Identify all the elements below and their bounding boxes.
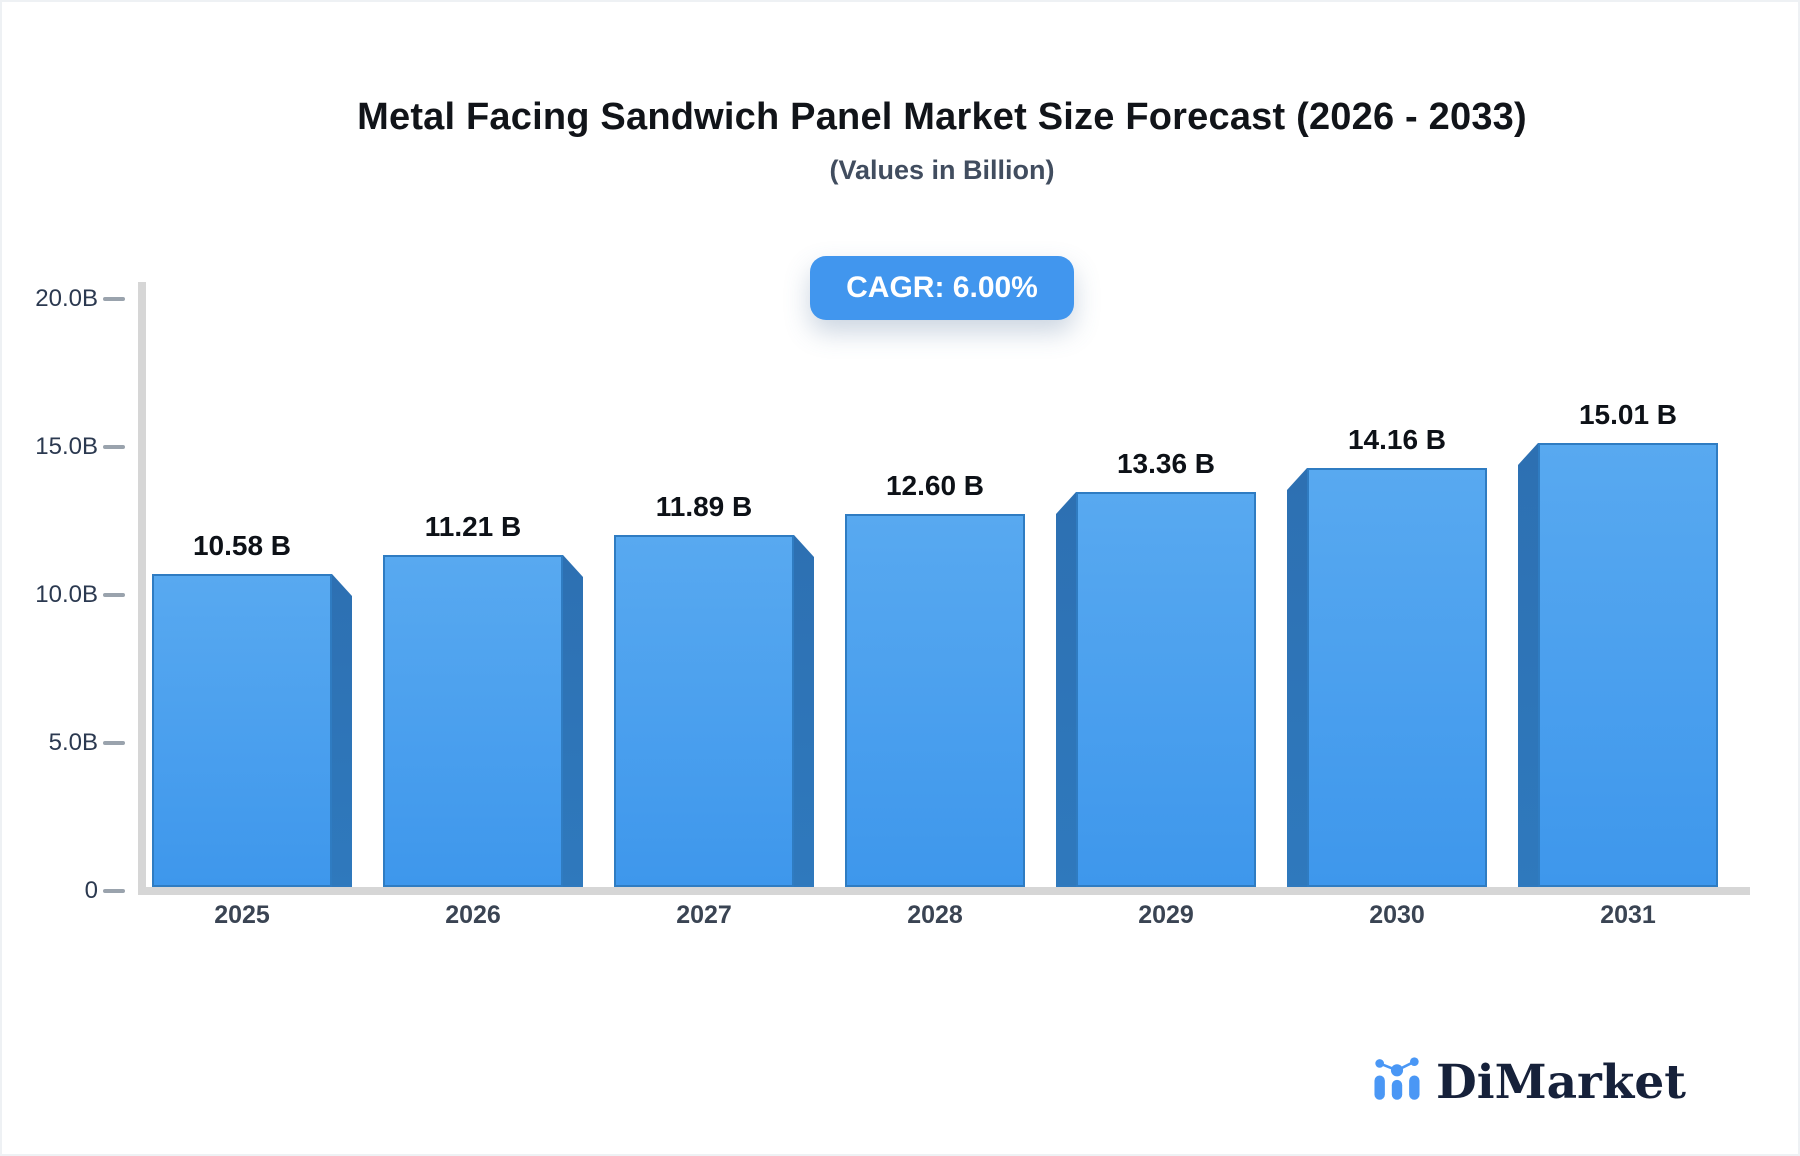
x-axis-label-2031: 2031 bbox=[1600, 901, 1656, 929]
bar-side-face bbox=[1056, 492, 1076, 887]
chart-title: Metal Facing Sandwich Panel Market Size … bbox=[357, 96, 1527, 138]
logo-wordmark: DiMarket bbox=[1435, 1054, 1686, 1110]
x-axis-label-2026: 2026 bbox=[445, 901, 501, 929]
bar-2031 bbox=[1538, 443, 1718, 887]
y-tick-mark bbox=[103, 445, 125, 449]
bar-2029 bbox=[1076, 492, 1256, 887]
bar-value-label: 13.36 B bbox=[1116, 448, 1216, 479]
y-axis-line bbox=[138, 282, 146, 895]
cagr-badge-row: CAGR: 6.00% bbox=[138, 256, 1746, 320]
bar-side-face bbox=[1287, 468, 1307, 887]
chart-header: Metal Facing Sandwich Panel Market Size … bbox=[138, 96, 1746, 186]
bar-2028 bbox=[845, 514, 1025, 887]
y-tick-mark bbox=[103, 593, 125, 597]
x-axis-label-2029: 2029 bbox=[1138, 901, 1194, 929]
bar-2025 bbox=[152, 574, 332, 887]
x-axis-label-2028: 2028 bbox=[907, 901, 963, 929]
y-tick-mark bbox=[103, 297, 125, 301]
bar-side-face bbox=[794, 535, 814, 887]
y-tick-label: 20.0B bbox=[35, 285, 98, 312]
dimarket-logo[interactable]: DiMarket bbox=[1371, 1054, 1686, 1110]
bar-side-face bbox=[332, 574, 352, 887]
bar-value-label: 14.16 B bbox=[1347, 424, 1447, 455]
bar-value-label: 15.01 B bbox=[1578, 399, 1678, 430]
bar-value-label: 12.60 B bbox=[885, 470, 985, 501]
bar-2026 bbox=[383, 555, 563, 887]
bar-value-label: 11.21 B bbox=[424, 511, 522, 542]
bar-side-face bbox=[563, 555, 583, 887]
x-axis-label-2025: 2025 bbox=[214, 901, 270, 929]
y-tick-label: 5.0B bbox=[48, 729, 98, 756]
x-axis-label-2030: 2030 bbox=[1369, 901, 1425, 929]
y-tick-label: 15.0B bbox=[35, 433, 98, 460]
y-tick-label: 0 bbox=[84, 877, 98, 904]
y-tick-label: 10.0B bbox=[35, 581, 98, 608]
x-axis-label-2027: 2027 bbox=[676, 901, 732, 929]
chart-subtitle: (Values in Billion) bbox=[829, 155, 1055, 185]
bar-chart-trend-logo-icon bbox=[1374, 1057, 1420, 1100]
bar-2030 bbox=[1307, 468, 1487, 887]
x-axis-line bbox=[138, 887, 1750, 895]
bar-2027 bbox=[614, 535, 794, 887]
bar-value-label: 11.89 B bbox=[655, 491, 753, 522]
y-tick-mark bbox=[103, 889, 125, 893]
bar-value-label: 10.58 B bbox=[192, 530, 292, 561]
bar-side-face bbox=[1518, 443, 1538, 887]
y-tick-mark bbox=[103, 741, 125, 745]
cagr-badge: CAGR: 6.00% bbox=[810, 256, 1074, 320]
